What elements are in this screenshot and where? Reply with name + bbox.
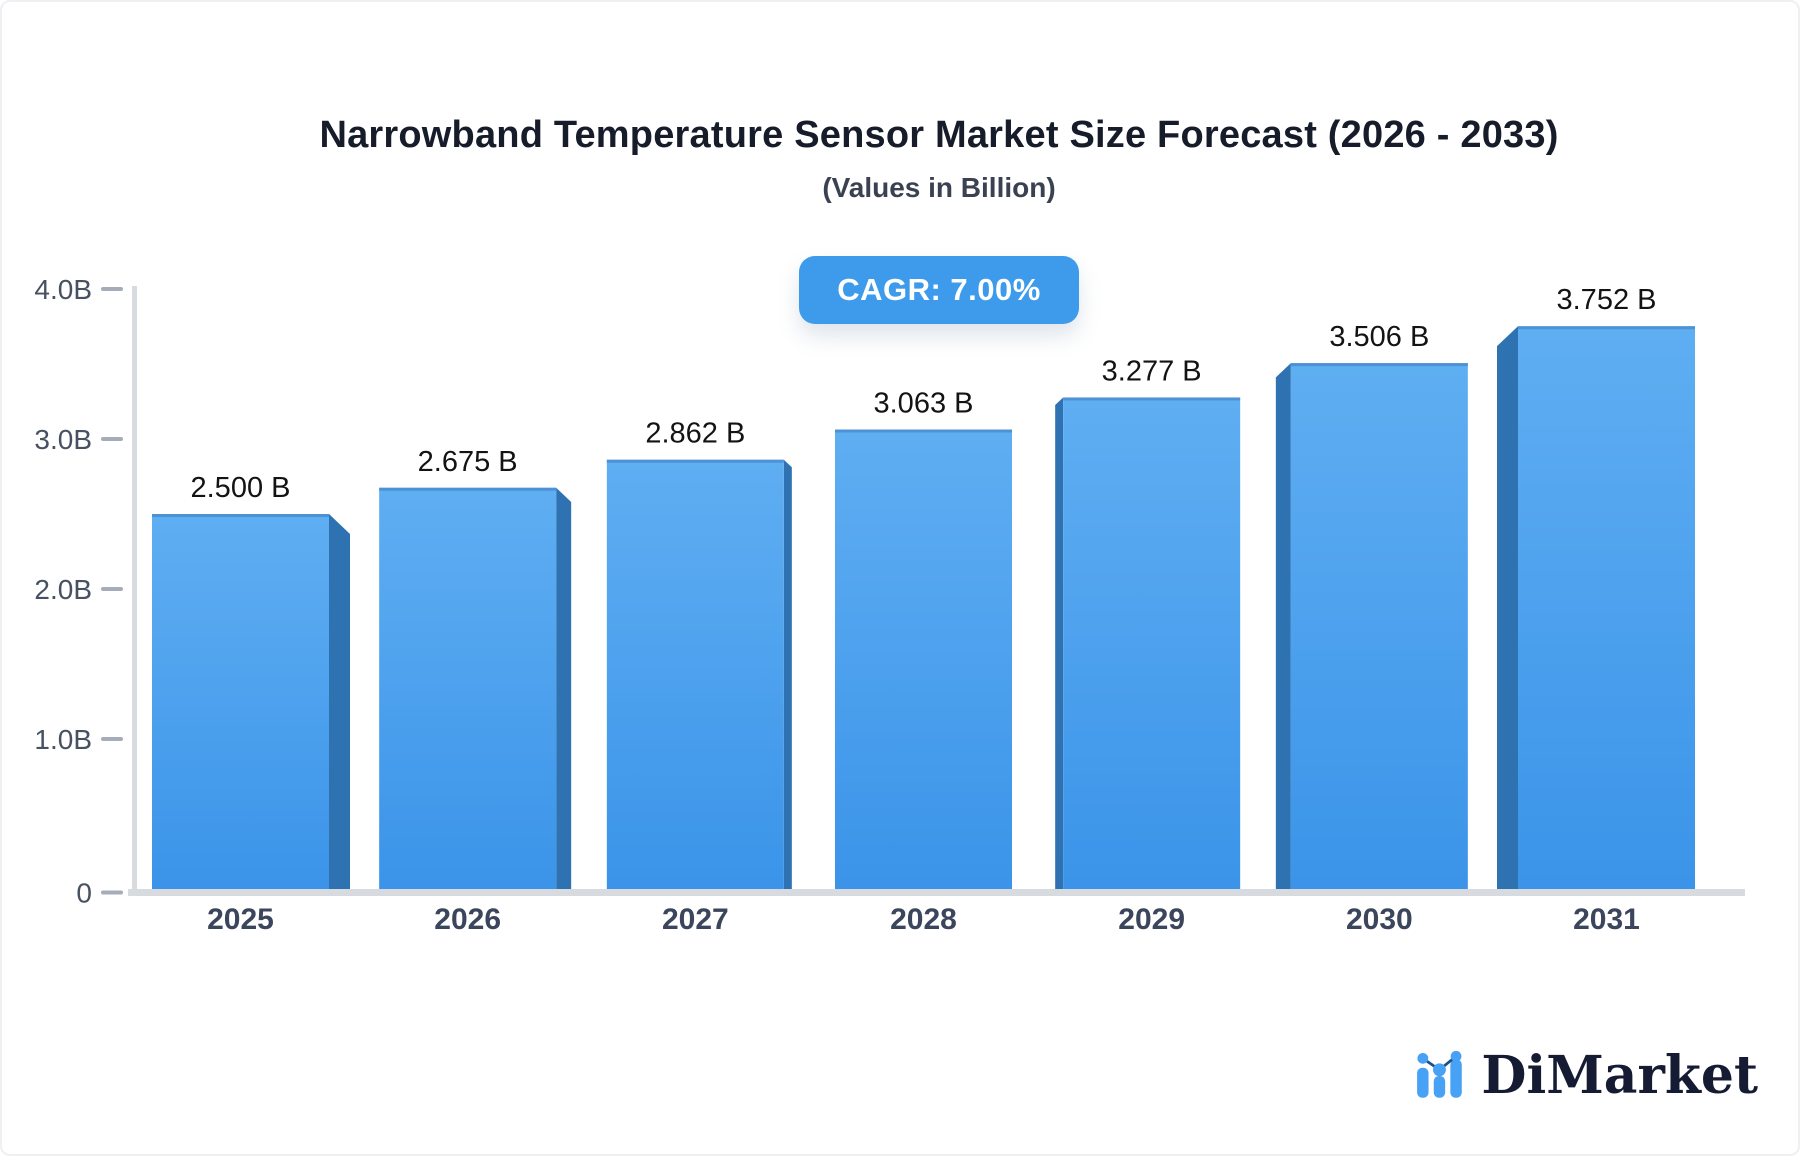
y-axis-tick-label: 4.0B <box>34 274 92 305</box>
y-axis-tick-label: 0 <box>76 878 92 909</box>
bar <box>606 459 784 889</box>
bar-value-label: 3.063 B <box>874 388 974 420</box>
chart-subtitle: (Values in Billion) <box>822 172 1056 203</box>
bar-value-label: 2.675 B <box>418 446 518 478</box>
bar-value-label: 3.277 B <box>1102 355 1202 387</box>
brand-logo: DiMarket <box>1414 1050 1758 1102</box>
bar-3d-side <box>556 487 572 889</box>
bar <box>1518 326 1696 889</box>
bar-value-label: 3.752 B <box>1557 284 1657 316</box>
cagr-badge-row: CAGR: 7.00% <box>134 256 1744 324</box>
bar <box>1290 363 1468 890</box>
bar-value-label: 2.500 B <box>191 472 291 504</box>
x-axis-label: 2028 <box>890 903 957 936</box>
bar-3d-side <box>1497 326 1519 889</box>
x-axis-label: 2029 <box>1118 903 1185 936</box>
bar <box>1063 397 1241 889</box>
x-axis-label: 2025 <box>207 903 274 936</box>
chart-title: Narrowband Temperature Sensor Market Siz… <box>319 114 1559 156</box>
y-axis-tick-label: 2.0B <box>34 574 92 605</box>
bar <box>835 429 1013 889</box>
bar-3d-side <box>783 459 792 889</box>
x-axis-label: 2030 <box>1346 903 1413 936</box>
bar <box>152 514 329 889</box>
brand-name: DiMarket <box>1481 1045 1758 1106</box>
bar <box>379 487 557 889</box>
mini-bar-chart-trend-icon <box>1417 1050 1463 1098</box>
y-axis-tick-label: 1.0B <box>34 724 92 755</box>
bar-3d-side <box>1055 397 1064 889</box>
bar-value-label: 2.862 B <box>645 418 745 450</box>
bar-3d-side <box>329 514 350 889</box>
bar-3d-side <box>1275 363 1291 890</box>
bar-value-label: 3.506 B <box>1329 321 1429 353</box>
x-axis-label: 2031 <box>1573 903 1640 936</box>
cagr-badge: CAGR: 7.00% <box>799 256 1079 324</box>
x-axis-label: 2026 <box>434 903 501 936</box>
y-axis-tick-label: 3.0B <box>34 424 92 455</box>
x-axis-label: 2027 <box>662 903 729 936</box>
